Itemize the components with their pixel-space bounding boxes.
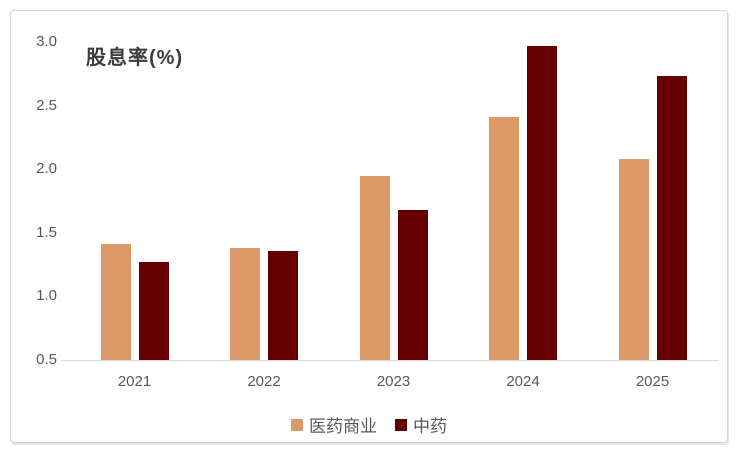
legend-item-中药: 中药 <box>395 412 447 437</box>
bar-中药-2021 <box>138 262 169 360</box>
legend-swatch-icon <box>291 418 303 431</box>
y-tick-label-1.5: 1.5 <box>36 223 57 241</box>
y-tick-label-2.5: 2.5 <box>36 96 57 114</box>
plot-area <box>61 42 719 360</box>
legend-swatch-icon <box>395 418 407 431</box>
legend-item-医药商业: 医药商业 <box>291 412 377 437</box>
x-tick-label-2021: 2021 <box>117 373 152 390</box>
bar-中药-2023 <box>397 209 428 360</box>
x-tick-label-2025: 2025 <box>635 373 670 390</box>
chart-frame: 股息率(%) 3.0 2.5 2.0 1.5 1.0 0.5 2021 2022 2023 20… <box>10 10 728 443</box>
bar-中药-2024 <box>527 45 557 360</box>
legend-label: 医药商业 <box>309 417 377 436</box>
bar-医药商业-2022 <box>230 248 260 360</box>
y-tick-label-2.0: 2.0 <box>36 160 57 178</box>
x-tick-label-2022: 2022 <box>247 373 281 390</box>
bar-医药商业-2023 <box>359 175 390 360</box>
bar-中药-2025 <box>656 76 687 360</box>
bar-医药商业-2021 <box>100 244 131 360</box>
y-tick-label-3.0: 3.0 <box>36 33 57 50</box>
x-axis-baseline <box>61 360 719 361</box>
bar-中药-2022 <box>268 250 298 360</box>
x-tick-label-2023: 2023 <box>376 373 411 390</box>
y-tick-label-1.0: 1.0 <box>36 287 57 305</box>
bar-医药商业-2024 <box>489 117 519 360</box>
bar-医药商业-2025 <box>618 159 649 360</box>
legend-label: 中药 <box>413 417 447 436</box>
x-tick-label-2024: 2024 <box>506 373 540 390</box>
y-tick-label-0.5: 0.5 <box>36 351 57 368</box>
chart-title: 股息率(%) <box>86 47 184 69</box>
legend: 医药商业 中药 <box>11 412 727 437</box>
